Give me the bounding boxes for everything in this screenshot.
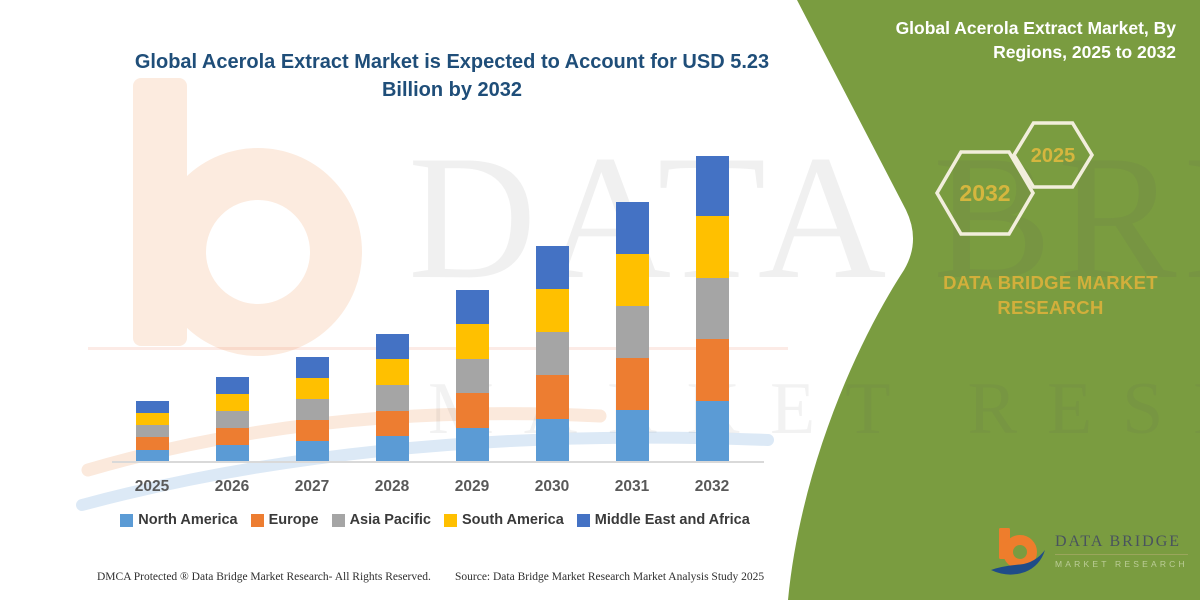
x-axis-line [112, 461, 764, 463]
footer-copyright: DMCA Protected ® Data Bridge Market Rese… [97, 571, 431, 583]
panel-title: Global Acerola Extract Market, By Region… [895, 18, 1176, 63]
logo-b-bowl [1003, 535, 1037, 569]
x-axis-label-2026: 2026 [214, 478, 250, 495]
hexagon-2025-label: 2025 [1031, 145, 1076, 167]
segment-north-america [615, 409, 649, 462]
panel-brand-text: DATA BRIDGE MARKET RESEARCH [928, 271, 1173, 321]
segment-europe [135, 437, 169, 450]
segment-middle-east-and-africa [535, 245, 569, 289]
stacked-bar-2030 [535, 245, 569, 462]
legend-item-north-america: North America [120, 512, 238, 528]
segment-middle-east-and-africa [135, 400, 169, 413]
segment-europe [535, 375, 569, 419]
legend-label-south-america: South America [462, 512, 564, 528]
hexagon-2032-label: 2032 [959, 180, 1010, 206]
legend-label-asia-pacific: Asia Pacific [349, 512, 431, 528]
segment-south-america [615, 253, 649, 306]
legend-swatch-europe [250, 513, 264, 527]
segment-europe [615, 357, 649, 410]
logo-b-icon [991, 528, 1045, 575]
x-axis-label-2027: 2027 [294, 478, 330, 495]
segment-south-america [375, 359, 409, 385]
segment-south-america [295, 377, 329, 399]
x-axis-labels: 2025 2026 2027 2028 2029 2030 2031 2032 [0, 478, 790, 498]
segment-middle-east-and-africa [375, 333, 409, 360]
panel-brand-line2: RESEARCH [997, 296, 1104, 318]
segment-middle-east-and-africa [215, 377, 249, 394]
legend-item-middle-east-and-africa: Middle East and Africa [576, 512, 750, 528]
segment-asia-pacific [375, 384, 409, 411]
stacked-bar-2027 [295, 356, 329, 462]
legend: North America Europe Asia Pacific South Ame… [105, 512, 765, 528]
segment-north-america [375, 436, 409, 462]
legend-label-north-america: North America [138, 512, 238, 528]
legend-swatch-south-america [444, 513, 457, 527]
plot-area [135, 156, 729, 462]
segment-south-america [535, 288, 569, 333]
hexagon-badges: 2032 2025 [934, 121, 1095, 236]
stacked-bar-2031 [615, 201, 649, 462]
segment-south-america [135, 412, 169, 426]
x-axis-label-2032: 2032 [694, 478, 730, 495]
segment-asia-pacific [135, 425, 169, 438]
segment-asia-pacific [295, 398, 329, 420]
segment-middle-east-and-africa [615, 201, 649, 254]
segment-south-america [695, 216, 729, 278]
logo-text-block: DATA BRIDGE MARKET RESEARCH [1055, 523, 1188, 569]
legend-label-middle-east-and-africa: Middle East and Africa [594, 512, 750, 528]
segment-europe [455, 393, 489, 428]
segment-north-america [695, 400, 729, 462]
segment-north-america [535, 418, 569, 462]
segment-asia-pacific [455, 358, 489, 393]
segment-north-america [455, 427, 489, 462]
segment-asia-pacific [615, 305, 649, 358]
x-axis-label-2025: 2025 [134, 478, 170, 495]
hexagon-2032 [934, 150, 1036, 236]
legend-label-europe: Europe [268, 512, 319, 528]
green-panel-path [788, 0, 1200, 600]
company-logo: DATA BRIDGE MARKET RESEARCH [990, 523, 1188, 579]
segment-north-america [215, 445, 249, 462]
segment-asia-pacific [695, 277, 729, 340]
segment-asia-pacific [215, 411, 249, 428]
stacked-bar-2029 [455, 289, 489, 462]
segment-south-america [215, 394, 249, 411]
stacked-bar-2032 [695, 156, 729, 462]
legend-item-europe: Europe [250, 512, 319, 528]
x-axis-label-2030: 2030 [534, 478, 570, 495]
segment-europe [295, 419, 329, 441]
stacked-bar-2026 [215, 377, 249, 462]
stacked-bar-2028 [375, 333, 409, 462]
logo-swoosh [991, 550, 1045, 575]
footer-source: Source: Data Bridge Market Research Mark… [455, 571, 765, 583]
segment-asia-pacific [535, 332, 569, 376]
segment-europe [375, 410, 409, 437]
segment-north-america [295, 440, 329, 462]
legend-item-south-america: South America [444, 512, 564, 528]
segment-south-america [455, 324, 489, 359]
chart-title: Global Acerola Extract Market is Expecte… [134, 51, 770, 102]
segment-middle-east-and-africa [695, 156, 729, 217]
segment-europe [215, 428, 249, 445]
panel-brand-line1: DATA BRIDGE MARKET [943, 272, 1158, 293]
segment-middle-east-and-africa [295, 356, 329, 378]
logo-brand-name: DATA BRIDGE [1055, 533, 1188, 555]
legend-item-asia-pacific: Asia Pacific [331, 512, 431, 528]
segment-middle-east-and-africa [455, 289, 489, 324]
legend-swatch-north-america [120, 513, 134, 527]
x-axis-label-2029: 2029 [454, 478, 490, 495]
hexagon-2025 [1011, 121, 1095, 189]
x-axis-label-2028: 2028 [374, 478, 410, 495]
legend-swatch-middle-east-and-africa [576, 513, 590, 527]
segment-europe [695, 339, 729, 401]
logo-tagline: MARKET RESEARCH [1055, 559, 1188, 569]
legend-swatch-asia-pacific [331, 513, 345, 527]
x-axis-label-2031: 2031 [614, 478, 650, 495]
stacked-bar-2025 [135, 400, 169, 462]
